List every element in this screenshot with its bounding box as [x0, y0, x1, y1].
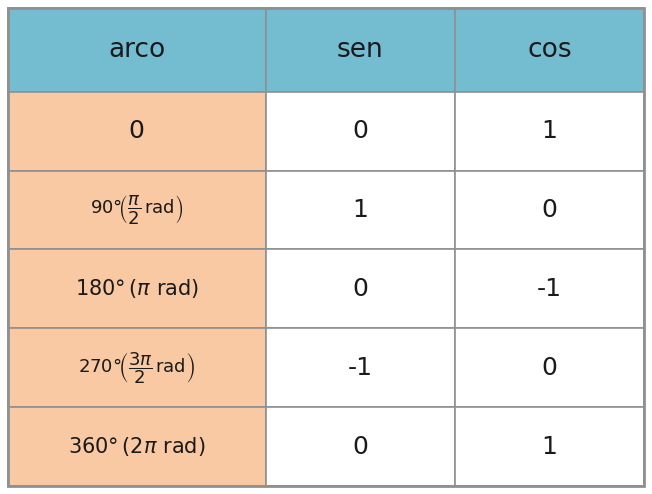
Bar [455, 170, 644, 249]
Text: arco: arco [108, 37, 166, 63]
Bar [265, 249, 455, 328]
Text: 1: 1 [353, 198, 368, 222]
Text: -1: -1 [348, 356, 373, 380]
Bar [265, 407, 455, 486]
Text: 0: 0 [542, 198, 557, 222]
Text: -1: -1 [537, 277, 562, 301]
Text: 1: 1 [542, 119, 557, 143]
Bar [455, 328, 644, 407]
Bar [8, 249, 265, 328]
Text: 0: 0 [353, 119, 368, 143]
Bar [455, 92, 644, 170]
Bar [8, 407, 265, 486]
Bar [265, 328, 455, 407]
Text: cos: cos [527, 37, 572, 63]
Text: $360°\,(2\pi\ \mathrm{rad})$: $360°\,(2\pi\ \mathrm{rad})$ [68, 435, 205, 458]
Text: $180°\,(\pi\ \mathrm{rad})$: $180°\,(\pi\ \mathrm{rad})$ [75, 277, 199, 300]
Text: 0: 0 [353, 435, 368, 458]
Bar [8, 8, 265, 92]
Text: sen: sen [337, 37, 384, 63]
Text: 0: 0 [542, 356, 557, 380]
Text: 1: 1 [542, 435, 557, 458]
Bar [265, 170, 455, 249]
Text: $90°\!\left(\dfrac{\pi}{2}\,\mathrm{rad}\right)$: $90°\!\left(\dfrac{\pi}{2}\,\mathrm{rad}… [90, 194, 183, 226]
Bar [8, 328, 265, 407]
Bar [8, 92, 265, 170]
Text: 0: 0 [353, 277, 368, 301]
Text: $270°\!\left(\dfrac{3\pi}{2}\,\mathrm{rad}\right)$: $270°\!\left(\dfrac{3\pi}{2}\,\mathrm{ra… [78, 350, 196, 385]
Text: 0: 0 [129, 119, 145, 143]
Bar [455, 8, 644, 92]
Bar [265, 92, 455, 170]
Bar [8, 170, 265, 249]
Bar [265, 8, 455, 92]
Bar [455, 407, 644, 486]
Bar [455, 249, 644, 328]
